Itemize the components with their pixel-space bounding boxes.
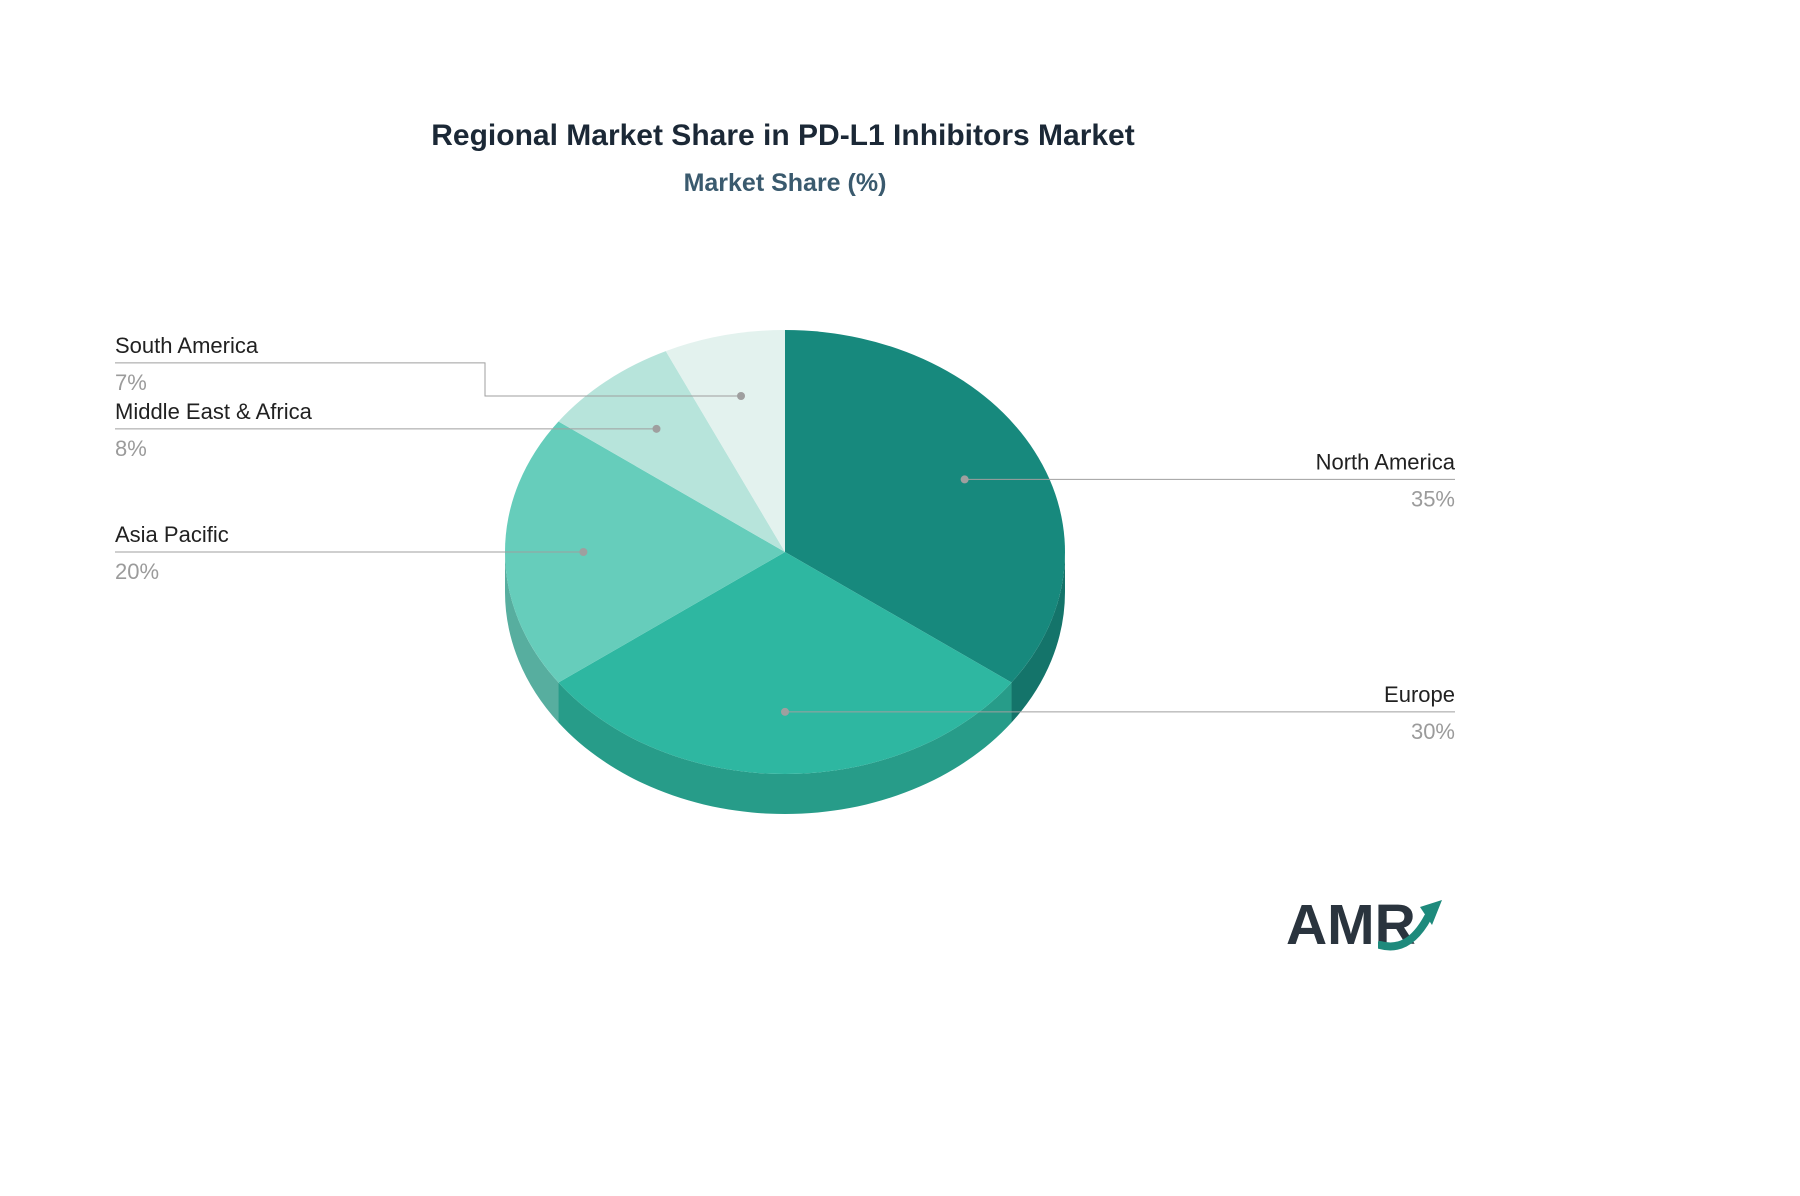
slice-value-asia-pacific: 20%: [115, 559, 159, 584]
pie-slice-asia-pacific: [504, 421, 785, 683]
pie-slice-europe: [558, 552, 1012, 774]
chart-subtitle: Market Share (%): [683, 169, 887, 197]
slice-value-europe: 30%: [1411, 719, 1455, 744]
leader-dot-europe: [781, 707, 789, 716]
pie-slice-south-america: [665, 330, 785, 552]
slice-value-middle-east-africa: 8%: [115, 436, 147, 461]
pie-slice-middle-east-africa: [558, 351, 785, 552]
chart-title: Regional Market Share in PD-L1 Inhibitor…: [431, 119, 1135, 152]
slice-label-south-america: South America: [115, 333, 259, 358]
leader-dot-north-america: [960, 475, 969, 484]
amr-logo: AMR: [1286, 897, 1456, 963]
amr-logo-arrow-icon: [1378, 900, 1442, 951]
slice-value-north-america: 35%: [1411, 486, 1455, 511]
slice-label-north-america: North America: [1316, 449, 1456, 474]
pie-slice-europe-side: [558, 682, 1012, 815]
slice-label-middle-east-africa: Middle East & Africa: [115, 399, 313, 424]
pie-slice-asia-pacific-side: [505, 552, 559, 723]
pie-slice-north-america-side: [1011, 552, 1065, 723]
slice-label-asia-pacific: Asia Pacific: [115, 522, 229, 547]
slice-label-europe: Europe: [1384, 682, 1455, 707]
leader-line-south-america: [115, 362, 742, 397]
leader-dot-south-america: [737, 392, 746, 401]
leader-dot-asia-pacific: [579, 548, 588, 556]
leader-dot-middle-east-africa: [652, 424, 661, 433]
slice-value-south-america: 7%: [115, 370, 147, 395]
pie-slice-north-america: [785, 330, 1065, 683]
